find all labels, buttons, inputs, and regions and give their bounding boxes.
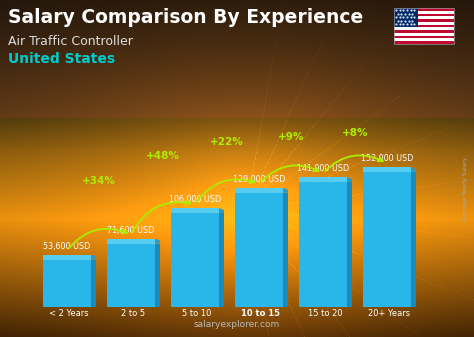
Polygon shape [283,188,288,193]
Bar [394,22,454,25]
Bar [394,11,454,13]
Text: 20+ Years: 20+ Years [368,309,410,318]
Bar [235,193,283,307]
Text: 5 to 10: 5 to 10 [182,309,212,318]
Text: +34%: +34% [82,176,116,186]
Text: 106,000 USD: 106,000 USD [169,195,221,204]
Bar [91,259,96,307]
Text: 2 to 5: 2 to 5 [121,309,145,318]
Bar [394,8,454,11]
Bar [155,244,160,307]
Text: +8%: +8% [342,128,368,139]
Text: 141,000 USD: 141,000 USD [297,164,349,173]
Polygon shape [411,167,416,172]
Text: 71,600 USD: 71,600 USD [108,225,155,235]
Bar [43,259,91,307]
Bar [394,16,454,19]
Text: 10 to 15: 10 to 15 [241,309,281,318]
Bar [394,27,454,30]
Bar [235,188,283,193]
Bar [219,213,224,307]
Bar [394,38,454,41]
Text: 152,000 USD: 152,000 USD [361,154,413,163]
Bar [107,244,155,307]
Bar [299,182,347,307]
Text: 129,000 USD: 129,000 USD [233,175,285,184]
Bar [347,182,352,307]
Bar [394,19,454,22]
Bar [363,172,411,307]
Bar [171,213,219,307]
Text: Salary Comparison By Experience: Salary Comparison By Experience [8,8,363,27]
Polygon shape [155,239,160,244]
Polygon shape [219,208,224,213]
Text: +48%: +48% [146,151,180,161]
Text: Air Traffic Controller: Air Traffic Controller [8,35,133,48]
Text: +22%: +22% [210,137,244,147]
Text: United States: United States [8,52,115,66]
Text: Average Yearly Salary: Average Yearly Salary [463,156,468,221]
Bar [411,172,416,307]
Bar [171,208,219,213]
Text: salaryexplorer.com: salaryexplorer.com [194,320,280,329]
Bar [299,177,347,182]
Bar [394,33,454,36]
Bar [394,30,454,33]
Text: +9%: +9% [278,132,304,142]
Text: 15 to 20: 15 to 20 [308,309,342,318]
Polygon shape [347,177,352,182]
Text: < 2 Years: < 2 Years [49,309,89,318]
Bar [363,167,411,172]
Text: 53,600 USD: 53,600 USD [44,242,91,250]
Bar [107,239,155,244]
Bar [43,254,91,259]
Polygon shape [91,254,96,259]
Bar [394,25,454,27]
Bar [394,8,418,27]
Bar [394,36,454,38]
Bar [394,13,454,16]
Bar [394,8,454,44]
Bar [283,193,288,307]
Bar [394,41,454,44]
